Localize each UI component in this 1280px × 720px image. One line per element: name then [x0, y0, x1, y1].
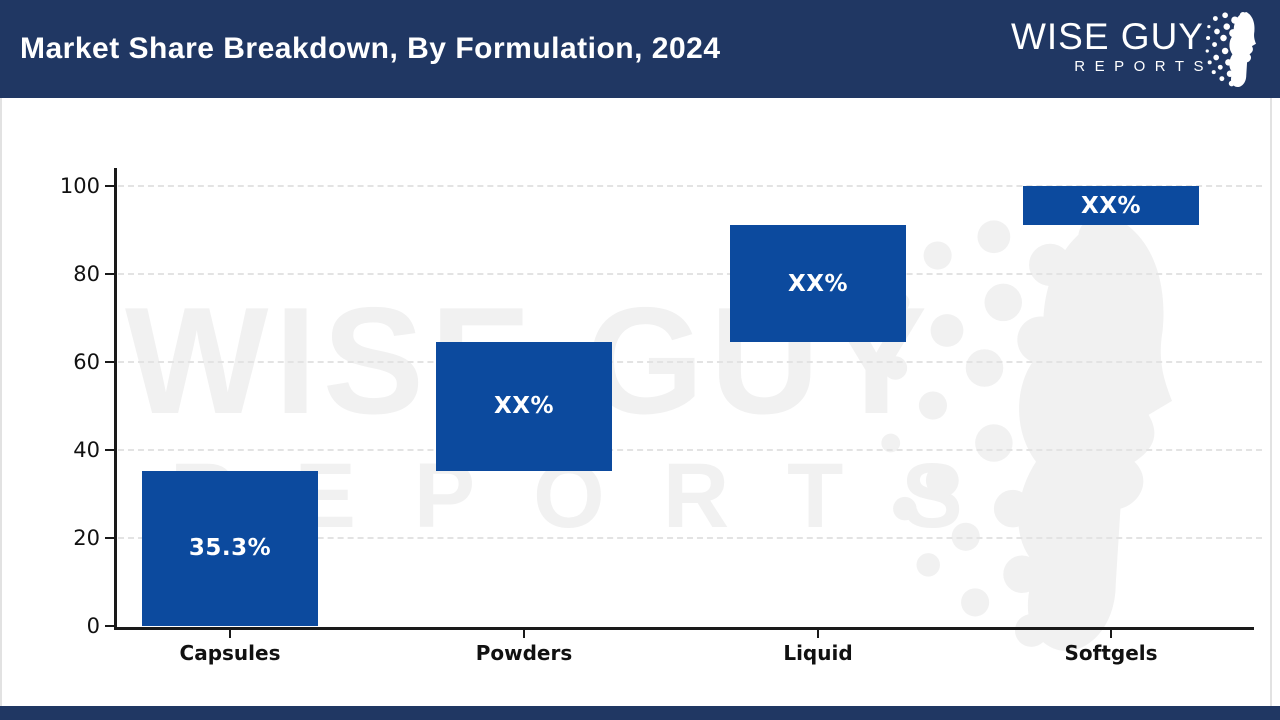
bar-powders: XX% — [436, 342, 612, 471]
x-tick-softgels — [1110, 630, 1112, 638]
y-tick-label-40: 40 — [73, 438, 100, 462]
brand-name-line1: WISE GUY — [1010, 16, 1204, 57]
y-axis — [114, 168, 117, 630]
bar-label-softgels: XX% — [1080, 192, 1141, 219]
gridline-80 — [118, 273, 1262, 275]
y-tick-0 — [105, 625, 114, 627]
y-tick-40 — [105, 449, 114, 451]
brand-face-dots-icon — [1205, 12, 1256, 88]
y-tick-label-0: 0 — [86, 614, 100, 638]
bar-capsules: 35.3% — [142, 470, 318, 626]
x-axis — [115, 627, 1254, 630]
left-border — [0, 98, 2, 706]
x-tick-powders — [523, 630, 525, 638]
y-tick-label-20: 20 — [73, 526, 100, 550]
bar-label-liquid: XX% — [787, 270, 848, 297]
footer-bar — [0, 706, 1280, 720]
bar-softgels: XX% — [1023, 186, 1199, 226]
right-border — [1270, 98, 1272, 706]
gridline-60 — [118, 361, 1262, 363]
x-axis-label-liquid: Liquid — [783, 641, 853, 665]
y-tick-label-100: 100 — [59, 174, 100, 198]
x-tick-liquid — [817, 630, 819, 638]
page-title: Market Share Breakdown, By Formulation, … — [20, 32, 721, 65]
y-tick-20 — [105, 537, 114, 539]
bar-label-capsules: 35.3% — [188, 535, 272, 562]
x-tick-capsules — [229, 630, 231, 638]
brand-name-line2: REPORTS — [1074, 58, 1213, 75]
brand-logo: WISE GUY REPORTS — [1011, 4, 1270, 94]
y-tick-label-80: 80 — [73, 262, 100, 286]
chart-header: Market Share Breakdown, By Formulation, … — [0, 0, 1280, 98]
y-tick-100 — [105, 185, 114, 187]
bar-label-powders: XX% — [493, 393, 554, 420]
y-tick-80 — [105, 273, 114, 275]
gridline-20 — [118, 537, 1262, 539]
x-axis-label-capsules: Capsules — [179, 641, 281, 665]
y-tick-label-60: 60 — [73, 350, 100, 374]
gridline-40 — [118, 449, 1262, 451]
x-axis-label-softgels: Softgels — [1064, 641, 1158, 665]
brand-name: WISE GUY REPORTS — [1011, 18, 1204, 74]
bar-liquid: XX% — [730, 225, 906, 343]
gridline-100 — [118, 185, 1262, 187]
y-tick-60 — [105, 361, 114, 363]
x-axis-label-powders: Powders — [475, 641, 573, 665]
